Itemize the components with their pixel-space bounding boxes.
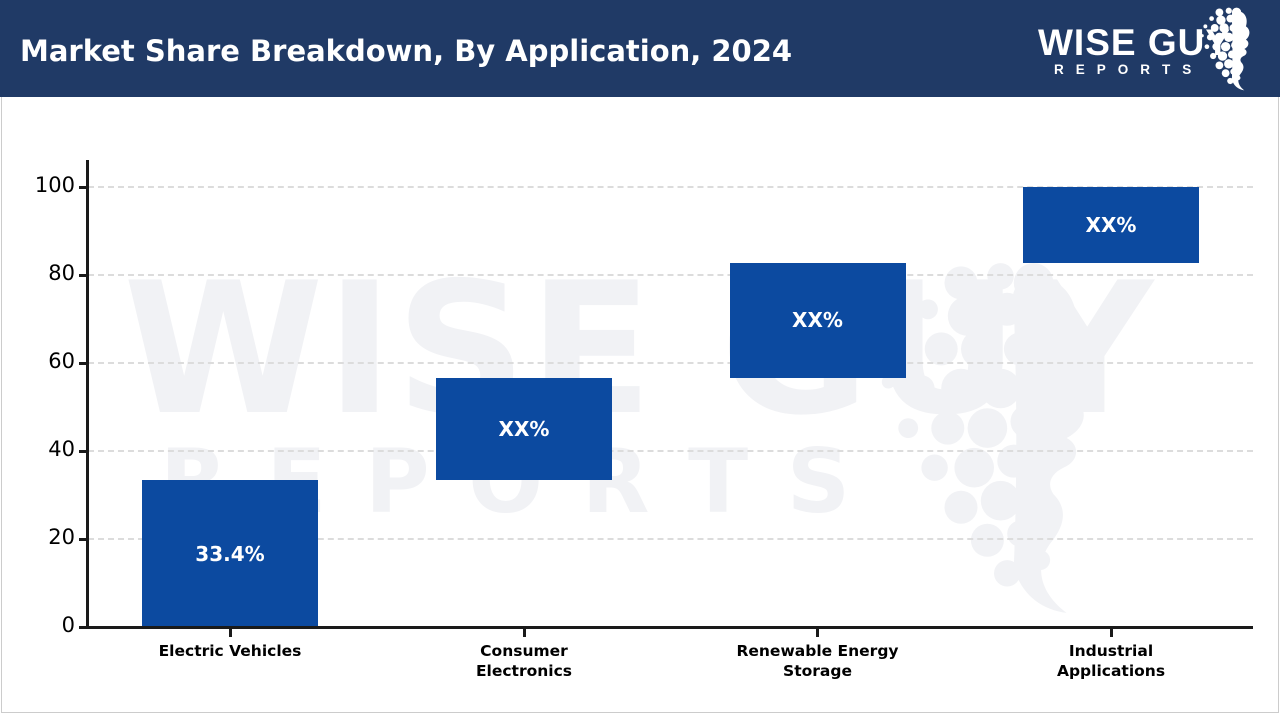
y-tick-label: 60: [48, 349, 75, 373]
y-tick-label: 0: [61, 613, 75, 637]
y-tick-label: 40: [48, 437, 75, 461]
y-axis-line: [86, 160, 89, 629]
x-tick-mark: [228, 628, 232, 637]
x-axis-line: [86, 626, 1253, 629]
header-band: Market Share Breakdown, By Application, …: [0, 0, 1280, 97]
logo-subtitle: REPORTS: [1054, 62, 1204, 77]
category-label: Renewable Energy Storage: [736, 642, 899, 681]
bar-value-label: XX%: [498, 416, 550, 441]
logo-wordmark: WISE GUY: [1038, 22, 1232, 63]
y-tick-mark: [79, 361, 88, 365]
gridline: [88, 274, 1253, 276]
chart-title: Market Share Breakdown, By Application, …: [20, 34, 793, 68]
bar-value-label: 33.4%: [195, 541, 265, 566]
gridline: [88, 538, 1253, 540]
bar: XX%: [729, 262, 906, 378]
bar-value-label: XX%: [792, 308, 843, 333]
bar-value-label: XX%: [1085, 212, 1137, 237]
y-tick-label: 100: [34, 173, 75, 197]
y-tick-label: 20: [48, 525, 75, 549]
y-tick-mark: [79, 273, 88, 277]
bar: XX%: [436, 377, 612, 481]
bar: XX%: [1023, 187, 1199, 263]
x-tick-mark: [1109, 628, 1113, 637]
gridline: [88, 362, 1253, 364]
y-tick-mark: [79, 537, 88, 541]
category-label: Industrial Applications: [1056, 642, 1166, 681]
x-tick-mark: [522, 628, 526, 637]
y-tick-label: 80: [48, 261, 75, 285]
gridline: [88, 450, 1253, 452]
bar: 33.4%: [142, 480, 318, 627]
category-label: Consumer Electronics: [475, 642, 573, 681]
y-tick-mark: [79, 185, 88, 189]
y-tick-mark: [79, 449, 88, 453]
y-tick-mark: [79, 625, 88, 629]
category-label: Electric Vehicles: [158, 642, 302, 660]
x-tick-mark: [816, 628, 819, 637]
gridline: [88, 186, 1253, 188]
